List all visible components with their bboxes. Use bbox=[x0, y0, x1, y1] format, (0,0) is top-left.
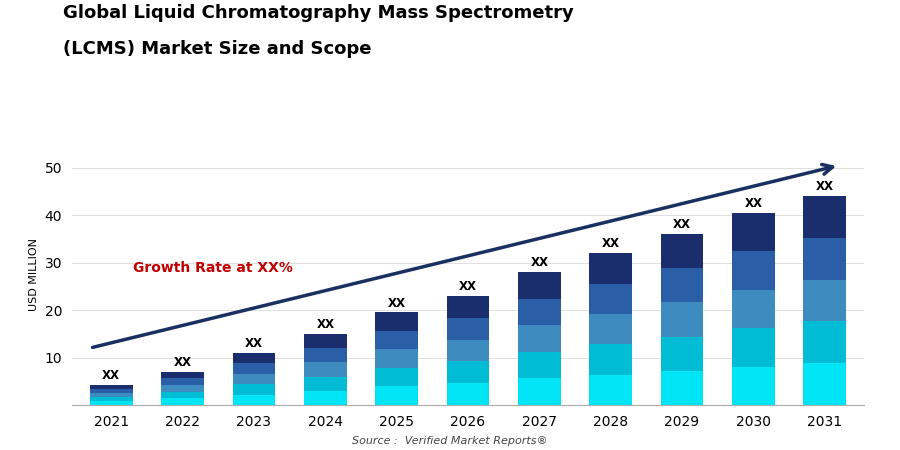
Bar bbox=[804, 196, 846, 238]
Bar bbox=[232, 353, 275, 363]
Bar bbox=[732, 367, 775, 405]
Bar bbox=[304, 377, 347, 391]
Bar bbox=[375, 312, 419, 331]
Bar bbox=[446, 318, 490, 339]
Bar bbox=[232, 395, 275, 405]
Bar bbox=[732, 213, 775, 251]
Text: XX: XX bbox=[316, 318, 334, 331]
Bar bbox=[590, 314, 632, 344]
Bar bbox=[661, 302, 704, 337]
Bar bbox=[804, 363, 846, 405]
Text: XX: XX bbox=[174, 356, 192, 369]
Bar bbox=[161, 398, 204, 405]
Bar bbox=[518, 272, 561, 299]
Text: XX: XX bbox=[103, 369, 121, 382]
Bar bbox=[661, 234, 704, 268]
Text: XX: XX bbox=[673, 218, 691, 231]
Bar bbox=[590, 253, 632, 284]
Text: XX: XX bbox=[459, 280, 477, 293]
Bar bbox=[375, 387, 419, 405]
Text: XX: XX bbox=[245, 337, 263, 350]
Bar bbox=[232, 363, 275, 374]
Bar bbox=[446, 383, 490, 405]
Bar bbox=[161, 392, 204, 398]
Bar bbox=[518, 352, 561, 378]
Bar bbox=[804, 238, 846, 280]
Bar bbox=[804, 280, 846, 321]
Bar bbox=[661, 268, 704, 302]
Text: Growth Rate at XX%: Growth Rate at XX% bbox=[132, 261, 292, 275]
Y-axis label: USD MILLION: USD MILLION bbox=[29, 238, 39, 311]
Text: Source :  Verified Market Reports®: Source : Verified Market Reports® bbox=[352, 436, 548, 446]
Bar bbox=[732, 251, 775, 290]
Bar bbox=[232, 374, 275, 384]
Bar bbox=[590, 375, 632, 405]
Bar bbox=[446, 339, 490, 361]
Bar bbox=[804, 321, 846, 363]
Bar bbox=[732, 328, 775, 367]
Bar bbox=[518, 325, 561, 352]
Text: XX: XX bbox=[602, 237, 620, 250]
Bar bbox=[304, 362, 347, 377]
Bar bbox=[304, 334, 347, 348]
Bar bbox=[161, 372, 204, 378]
Bar bbox=[90, 401, 132, 405]
Text: Global Liquid Chromatography Mass Spectrometry: Global Liquid Chromatography Mass Spectr… bbox=[63, 4, 574, 22]
Bar bbox=[375, 331, 419, 350]
Bar bbox=[232, 384, 275, 395]
Bar bbox=[161, 378, 204, 385]
Bar bbox=[661, 371, 704, 405]
Text: XX: XX bbox=[388, 297, 406, 310]
Bar bbox=[304, 348, 347, 362]
Bar bbox=[518, 299, 561, 325]
Bar bbox=[304, 391, 347, 405]
Bar bbox=[90, 393, 132, 397]
Bar bbox=[90, 397, 132, 401]
Bar bbox=[90, 389, 132, 393]
Text: XX: XX bbox=[815, 180, 833, 194]
Text: XX: XX bbox=[744, 197, 762, 210]
Bar bbox=[375, 368, 419, 387]
Bar bbox=[590, 284, 632, 314]
Bar bbox=[446, 361, 490, 383]
Bar bbox=[732, 290, 775, 328]
Text: XX: XX bbox=[530, 256, 548, 269]
Bar bbox=[161, 385, 204, 392]
Bar bbox=[661, 337, 704, 371]
Text: (LCMS) Market Size and Scope: (LCMS) Market Size and Scope bbox=[63, 40, 372, 58]
Bar bbox=[375, 350, 419, 368]
Bar bbox=[446, 296, 490, 318]
Bar bbox=[90, 385, 132, 389]
Bar bbox=[518, 378, 561, 405]
Bar bbox=[590, 344, 632, 375]
